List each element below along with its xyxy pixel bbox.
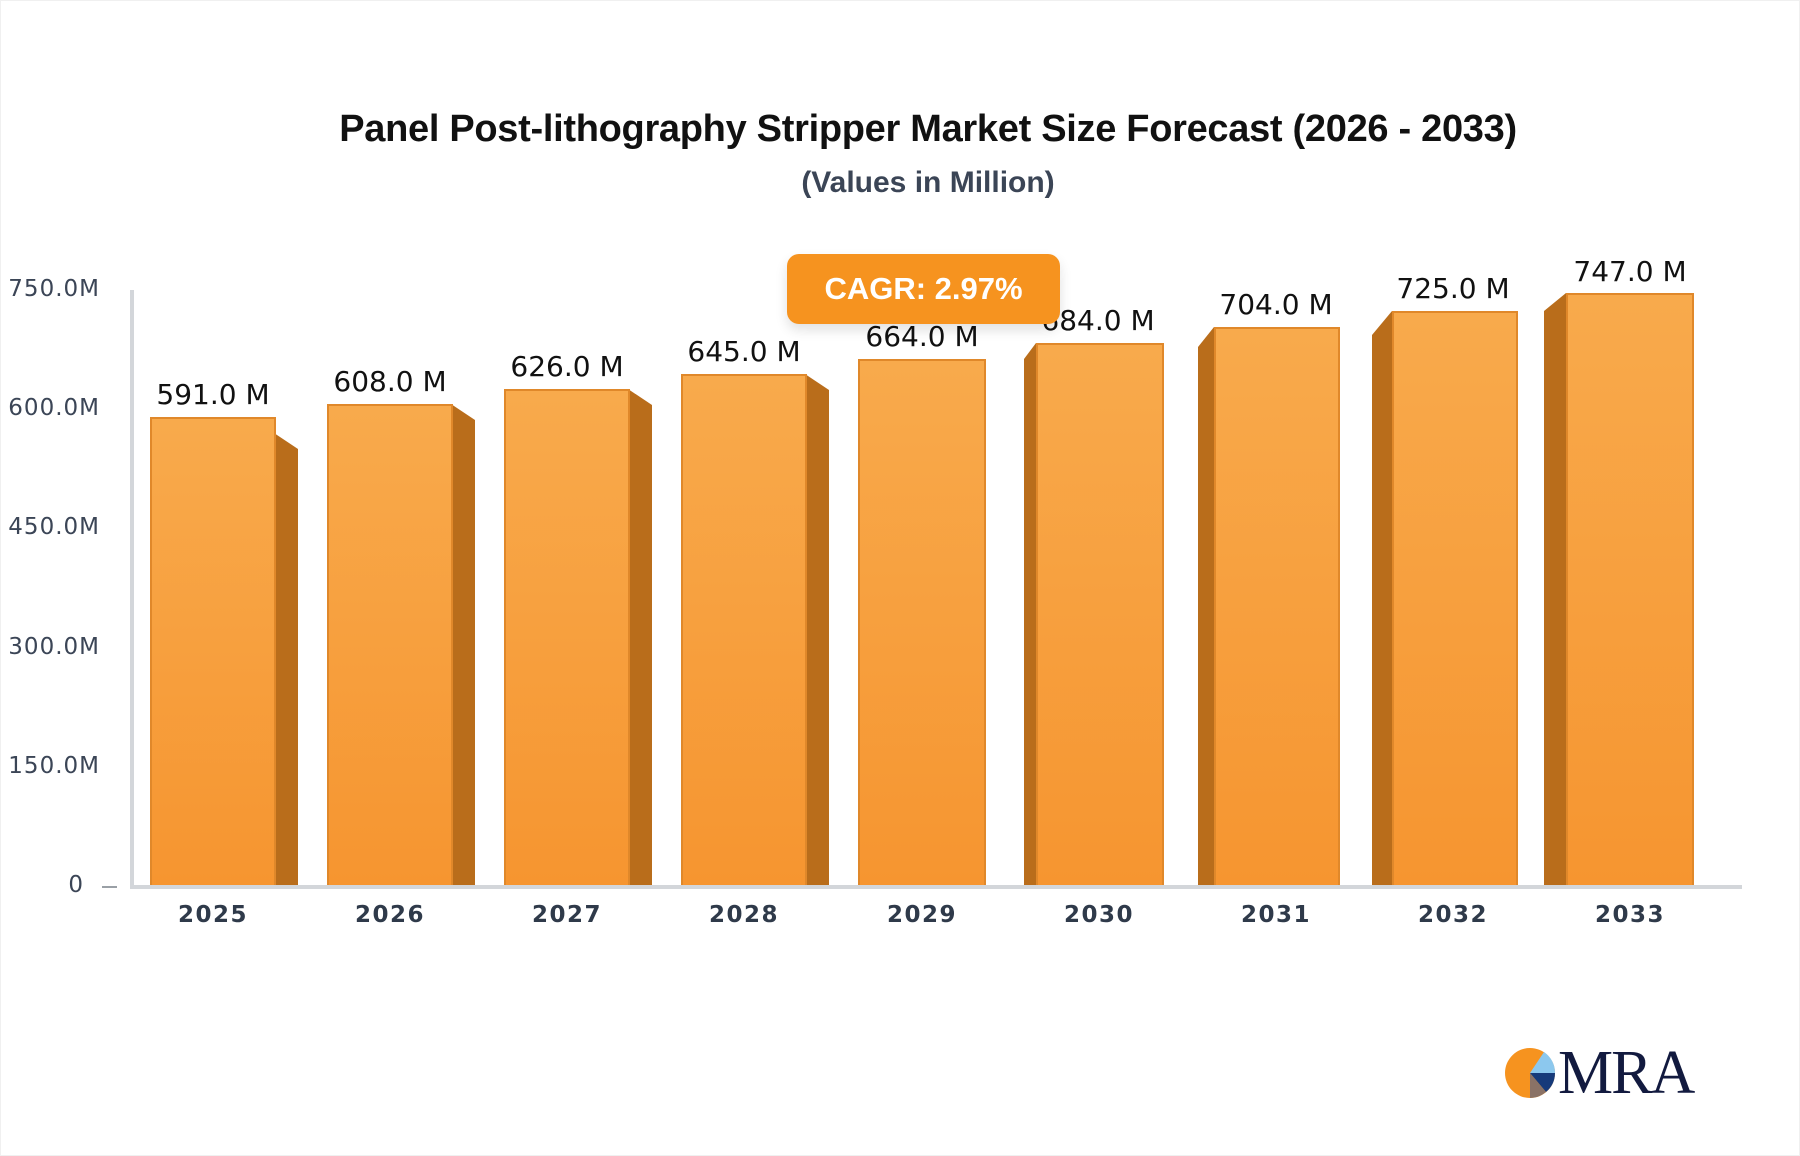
cagr-badge: CAGR: 2.97% — [787, 254, 1060, 324]
bar-2032[interactable] — [1372, 311, 1518, 887]
bar-front-face — [150, 417, 276, 887]
bar-side-face — [274, 433, 298, 887]
bar-2033[interactable] — [1544, 293, 1694, 887]
x-tick-2028: 2028 — [708, 902, 779, 928]
y-tick-300: 300.0M — [8, 634, 100, 660]
bar-side-face — [451, 404, 475, 887]
bar-value-label: 725.0 M — [1396, 272, 1510, 305]
pie-chart-logo-icon — [1505, 1048, 1556, 1098]
bar-value-label: 645.0 M — [687, 335, 801, 368]
y-tick-600: 600.0M — [8, 395, 100, 421]
bar-front-face — [504, 389, 630, 887]
chart-title: Panel Post-lithography Stripper Market S… — [339, 108, 1517, 150]
y-tick-0: 0 — [68, 872, 84, 898]
x-tick-2029: 2029 — [886, 902, 957, 928]
bar-value-label: 747.0 M — [1573, 255, 1687, 288]
bar-side-face — [1198, 327, 1214, 887]
bar-front-face — [327, 404, 453, 887]
x-tick-2030: 2030 — [1063, 902, 1134, 928]
logo-text: MRA — [1558, 1039, 1695, 1107]
x-tick-2031: 2031 — [1240, 902, 1311, 928]
bar-side-face — [1372, 311, 1392, 887]
bar-side-face — [1544, 293, 1566, 887]
bar-front-face — [1036, 343, 1164, 887]
y-tick-150: 150.0M — [8, 753, 100, 779]
bar-value-label: 704.0 M — [1219, 288, 1333, 321]
x-tick-2027: 2027 — [531, 902, 602, 928]
y-tick-450: 450.0M — [8, 514, 100, 540]
bar-front-face — [1214, 327, 1340, 887]
x-tick-2025: 2025 — [177, 902, 248, 928]
x-tick-2033: 2033 — [1594, 902, 1665, 928]
bar-value-label: 591.0 M — [156, 378, 270, 411]
y-tick-750: 750.0M — [8, 276, 100, 302]
bar-2028[interactable] — [681, 374, 831, 887]
bar-front-face — [1392, 311, 1518, 887]
chart-subtitle: (Values in Million) — [801, 166, 1055, 199]
x-tick-2032: 2032 — [1417, 902, 1488, 928]
bar-2030[interactable] — [1024, 343, 1164, 887]
bar-2027[interactable] — [504, 389, 654, 887]
bar-front-face — [858, 359, 986, 887]
bar-front-face — [1566, 293, 1694, 887]
bar-2031[interactable] — [1198, 327, 1340, 887]
y-tick-0-dash — [102, 886, 117, 888]
x-axis-line — [130, 885, 1742, 889]
bar-2029[interactable] — [858, 359, 988, 887]
x-tick-2026: 2026 — [354, 902, 425, 928]
bar-value-label: 684.0 M — [1041, 304, 1155, 337]
y-axis-line — [130, 290, 134, 888]
bar-side-face — [1024, 343, 1036, 887]
bar-2026[interactable] — [327, 404, 477, 887]
bar-value-label: 664.0 M — [865, 320, 979, 353]
bar-2025[interactable] — [150, 417, 300, 887]
bar-value-label: 608.0 M — [333, 365, 447, 398]
mra-logo: MRA — [1504, 1039, 1695, 1107]
bar-value-label: 626.0 M — [510, 350, 624, 383]
bar-side-face — [805, 374, 829, 887]
bar-side-face — [628, 389, 652, 887]
bar-front-face — [681, 374, 807, 887]
